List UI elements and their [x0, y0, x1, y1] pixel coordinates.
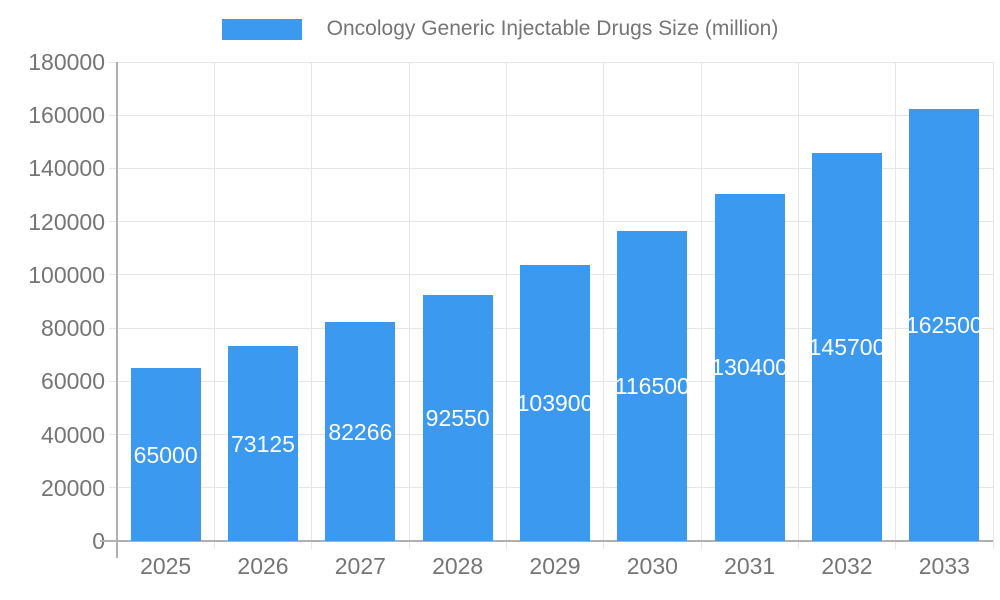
bar-value-label: 103900: [516, 389, 594, 416]
bar-value-label: 145700: [808, 334, 886, 361]
bar-value-label: 92550: [425, 404, 490, 431]
x-axis-tick-label: 2030: [626, 553, 678, 579]
x-boundary-gridline: [311, 62, 313, 549]
legend-label: Oncology Generic Injectable Drugs Size (…: [326, 17, 779, 40]
x-axis-tick-label: 2031: [724, 553, 776, 579]
y-gridline: [109, 114, 993, 116]
x-boundary-gridline: [603, 62, 605, 549]
y-axis-tick-label: 60000: [41, 368, 105, 395]
bar-value-label: 130400: [711, 354, 789, 381]
bar-2028[interactable]: [422, 294, 493, 541]
x-boundary-gridline: [505, 62, 507, 549]
y-gridline: [109, 167, 993, 169]
x-axis-tick-label: 2027: [334, 553, 386, 579]
bar-2030[interactable]: [617, 230, 688, 541]
bar-value-label: 162500: [905, 311, 983, 338]
y-axis-tick-label: 80000: [41, 315, 105, 342]
y-axis-tick-label: 180000: [28, 49, 105, 75]
x-boundary-gridline: [797, 62, 799, 549]
x-axis-tick-label: 2032: [821, 553, 873, 579]
bar-value-label: 116500: [614, 372, 690, 399]
y-axis-tick-label: 100000: [28, 261, 105, 288]
x-boundary-gridline: [408, 62, 410, 549]
y-axis-tick-label: 160000: [28, 102, 105, 129]
y-axis-tick-label: 120000: [28, 208, 105, 235]
bar-2031[interactable]: [714, 193, 785, 541]
bar-2026[interactable]: [228, 346, 298, 541]
bar-2033[interactable]: [909, 108, 980, 541]
x-axis-tick-label: 2028: [432, 553, 484, 579]
bar-2029[interactable]: [520, 264, 590, 541]
bar-value-label: 65000: [133, 441, 198, 468]
bar-2032[interactable]: [812, 153, 882, 541]
y-gridline: [109, 221, 993, 223]
x-boundary-gridline: [213, 62, 215, 549]
y-axis-tick-label: 40000: [41, 421, 105, 448]
y-gridline: [109, 61, 993, 63]
x-axis-tick-label: 2033: [918, 553, 970, 579]
x-axis-line: [100, 540, 993, 542]
bar-value-label: 82266: [328, 418, 393, 445]
y-axis-tick-label: 20000: [41, 474, 105, 501]
x-boundary-gridline: [992, 62, 994, 549]
bar-value-label: 73125: [231, 430, 295, 457]
bar-2027[interactable]: [325, 322, 396, 541]
x-axis-tick-label: 2025: [140, 553, 192, 579]
y-axis-tick-label: 0: [92, 528, 105, 554]
legend-swatch: [221, 18, 302, 40]
y-axis-tick-label: 140000: [28, 155, 105, 182]
x-axis-tick-label: 2026: [237, 553, 289, 579]
x-boundary-gridline: [895, 62, 897, 549]
x-boundary-gridline: [700, 62, 702, 549]
chart-legend: Oncology Generic Injectable Drugs Size (…: [0, 17, 1000, 41]
y-axis-line: [116, 62, 118, 558]
x-axis-tick-label: 2029: [529, 553, 581, 579]
bar-2025[interactable]: [130, 368, 201, 541]
